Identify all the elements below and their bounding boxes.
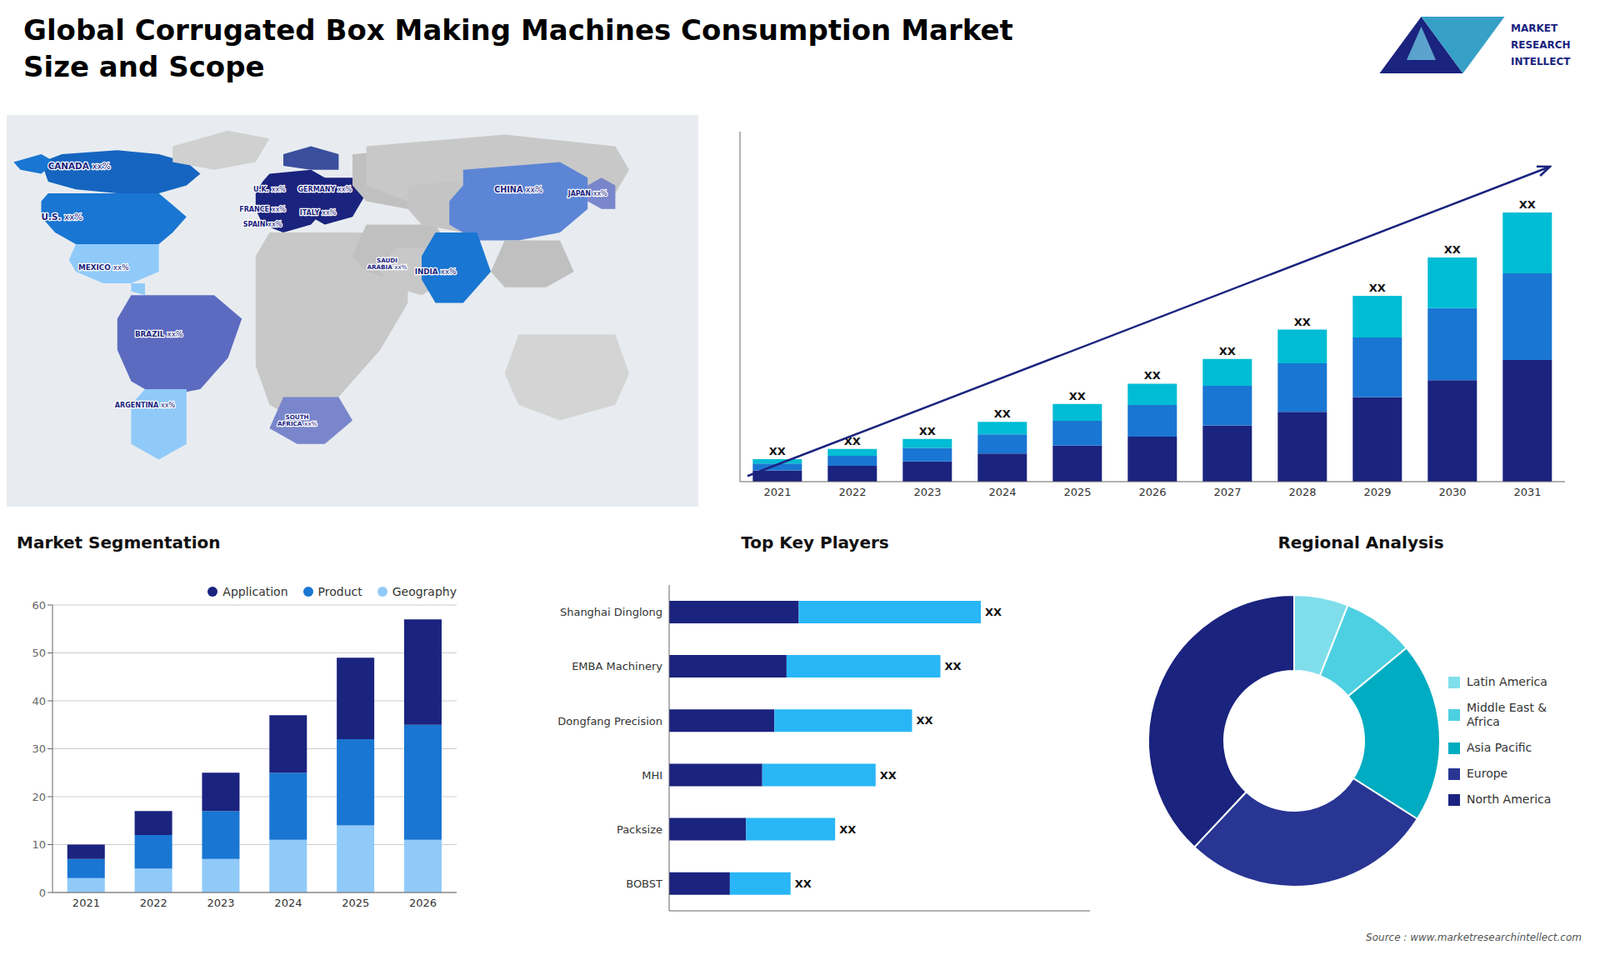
svg-text:BOBST: BOBST [625,877,663,890]
svg-text:FRANCExx%: FRANCExx% [239,205,286,214]
svg-text:JAPANxx%: JAPANxx% [567,190,608,198]
svg-text:60: 60 [31,599,46,612]
html-text:Africa: Africa [1466,715,1500,729]
svg-text:50: 50 [31,646,46,660]
svg-text:U.S.xx%: U.S.xx% [41,211,84,222]
html-text:Latin America: Latin America [1466,675,1548,689]
svg-text:XX: XX [880,769,897,782]
svg-text:XX: XX [1294,315,1311,329]
svg-text:SAUDIARABIAxx%: SAUDIARABIAxx% [366,256,407,271]
svg-text:40: 40 [31,695,46,708]
svg-text:2021: 2021 [72,896,100,910]
svg-text:XX: XX [769,445,786,458]
html-text:Market Segmentation: Market Segmentation [16,532,221,553]
svg-text:XX: XX [1444,243,1461,256]
svg-text:XX: XX [1369,281,1386,295]
svg-text:2022: 2022 [140,896,168,910]
svg-text:XX: XX [1144,369,1161,382]
svg-text:BRAZILxx%: BRAZILxx% [135,330,183,339]
svg-text:U.K.xx%: U.K.xx% [253,185,286,194]
html-text:Application: Application [222,585,288,599]
svg-text:2026: 2026 [409,896,437,910]
svg-text:ITALYxx%: ITALYxx% [300,209,337,217]
svg-text:XX: XX [944,660,961,673]
svg-text:2023: 2023 [913,485,941,499]
svg-text:2023: 2023 [207,896,235,910]
svg-text:2022: 2022 [838,485,866,499]
svg-text:Packsize: Packsize [616,823,663,836]
svg-text:SOUTHAFRICAxx%: SOUTHAFRICAxx% [277,413,318,428]
svg-text:2030: 2030 [1438,485,1466,499]
html-text:Middle East &: Middle East & [1466,700,1547,715]
svg-text:CHINAxx%: CHINAxx% [494,185,543,195]
svg-text:Shanghai Dinglong: Shanghai Dinglong [560,605,663,619]
html-text:Size and Scope: Size and Scope [23,50,265,84]
svg-text:XX: XX [1219,345,1236,358]
svg-text:GERMANYxx%: GERMANYxx% [297,185,352,194]
svg-text:SPAINxx%: SPAINxx% [243,220,283,229]
svg-text:XX: XX [985,605,1002,619]
svg-text:2027: 2027 [1213,485,1241,499]
svg-text:RESEARCH: RESEARCH [1510,39,1571,51]
svg-text:EMBA Machinery: EMBA Machinery [571,660,663,673]
svg-text:XX: XX [839,823,856,836]
svg-text:20: 20 [31,790,46,804]
svg-text:XX: XX [994,407,1011,420]
svg-text:XX: XX [919,425,936,438]
svg-text:XX: XX [915,714,933,727]
svg-text:30: 30 [31,742,46,755]
svg-text:XX: XX [1519,198,1536,211]
html-text:Global Corrugated Box Making M: Global Corrugated Box Making Machines Co… [23,13,1014,47]
svg-text:XX: XX [795,877,812,890]
html-text:Europe: Europe [1466,766,1508,780]
svg-text:2024: 2024 [988,485,1016,499]
svg-text:Dongfang Precision: Dongfang Precision [557,715,663,728]
svg-text:2031: 2031 [1513,485,1541,499]
html-text:Source : www.marketresearchint: Source : www.marketresearchintellect.com [1365,931,1582,944]
svg-text:XX: XX [1069,390,1086,403]
svg-text:2026: 2026 [1138,485,1166,499]
svg-text:2025: 2025 [341,896,370,910]
svg-text:INDIAxx%: INDIAxx% [415,267,457,276]
html-text:Regional Analysis: Regional Analysis [1277,532,1444,553]
svg-text:CANADAxx%: CANADAxx% [48,160,111,171]
html-text:Top Key Players: Top Key Players [741,532,889,553]
svg-text:2021: 2021 [763,485,791,499]
html-text:North America: North America [1466,792,1552,806]
html-text:Geography: Geography [392,585,457,599]
svg-text:XX: XX [844,435,861,448]
svg-text:0: 0 [39,886,46,900]
svg-text:MARKET: MARKET [1510,22,1559,35]
svg-text:2025: 2025 [1063,485,1091,499]
svg-text:2024: 2024 [274,896,302,910]
svg-text:2028: 2028 [1288,485,1316,499]
svg-text:INTELLECT: INTELLECT [1510,55,1571,68]
svg-text:MEXICOxx%: MEXICOxx% [78,263,130,272]
svg-text:MHI: MHI [641,769,663,782]
svg-text:10: 10 [31,838,46,851]
svg-text:ARGENTINAxx%: ARGENTINAxx% [115,401,176,410]
svg-text:2029: 2029 [1363,485,1391,499]
html-text:Product: Product [317,585,363,599]
html-text:Asia Pacific: Asia Pacific [1466,740,1532,755]
